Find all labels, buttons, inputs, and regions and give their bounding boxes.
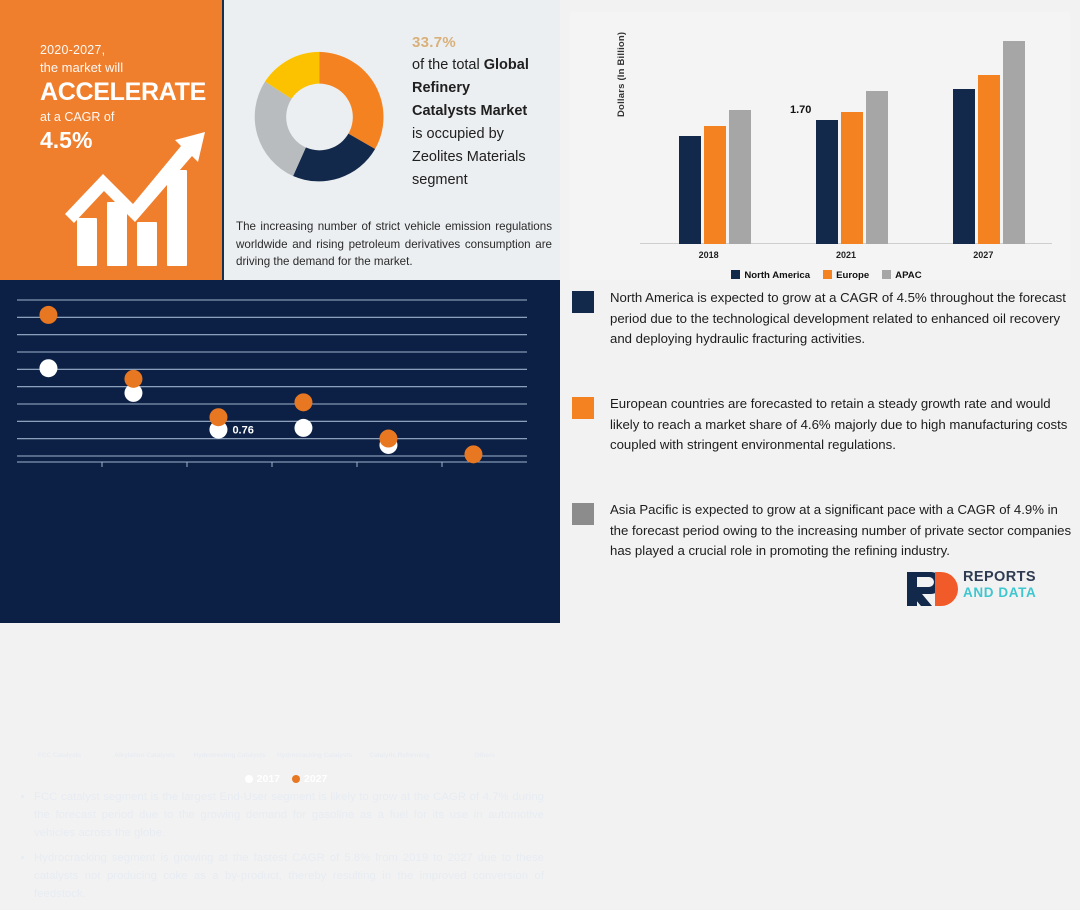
bar-x-tick-2021: 2021 (835, 250, 856, 260)
north-america-swatch (572, 291, 594, 313)
donut-panel: 33.7% of the total Global Refinery Catal… (222, 0, 562, 280)
list-item: FCC catalyst segment is the largest End-… (34, 788, 544, 842)
dot-plot-x-axis-labels: FCC Catalysts Alkylation Catalysts Hydrotr… (12, 752, 532, 768)
europe-swatch (572, 397, 594, 419)
donut-desc-line-2: is occupied by (412, 126, 504, 142)
legend-label-north-america: North America (744, 270, 811, 281)
donut-desc-line-4: segment (412, 172, 468, 188)
catalyst-type-dot-plot: 0.76 (17, 299, 527, 467)
list-item: Hydrocracking segment is growing at the … (34, 849, 544, 903)
accelerate-period: 2020-2027, (40, 43, 106, 57)
dot-2017-hydrocracking-catalysts (294, 418, 313, 437)
bar-value-label: 1.70 (790, 104, 812, 117)
legend-label-europe: Europe (836, 270, 870, 281)
bar-europe-2018 (703, 126, 726, 244)
region-note-text: Asia Pacific is expected to grow at a si… (610, 502, 1072, 558)
accelerate-text-block: 2020-2027, the market will ACCELERATE at… (40, 42, 220, 155)
accelerate-cagr-label: at a CAGR of (40, 110, 115, 124)
right-column: Dollars (In Billion) 1.70 2018 2021 2027 N… (560, 0, 1080, 623)
bar-north-america-2021 (816, 120, 838, 244)
rd-monogram-icon (907, 572, 958, 606)
legend-dot-2027 (292, 775, 300, 783)
donut-desc-line-3: Zeolites Materials (412, 149, 526, 165)
bar-europe-2021 (841, 111, 863, 244)
donut-hole (286, 83, 353, 151)
legend-swatch-europe (823, 270, 833, 279)
accelerate-headline: ACCELERATE (40, 78, 206, 106)
bar-x-tick-2027: 2027 (973, 250, 994, 260)
dot-2027-hydrotreating-catalysts (209, 408, 228, 427)
bar-apac-2018 (728, 109, 751, 244)
growth-arrow-bars-icon (65, 132, 205, 266)
donut-percent-value: 33.7% (412, 34, 457, 51)
dot-plot-bullet-list: FCC catalyst segment is the largest End-… (18, 788, 544, 910)
region-note-apac: Asia Pacific is expected to grow at a si… (572, 500, 1072, 562)
donut-caption: 33.7% of the total Global Refinery Catal… (412, 32, 552, 192)
reports-and-data-logo[interactable]: REPORTS AND DATA (905, 568, 1070, 608)
left-column: 2020-2027, the market will ACCELERATE at… (0, 0, 562, 900)
bar-apac-2021 (866, 90, 888, 244)
material-share-donut-chart (254, 51, 384, 182)
legend-swatch-apac (882, 270, 892, 279)
accelerate-panel: 2020-2027, the market will ACCELERATE at… (0, 0, 222, 280)
legend-label-2027: 2027 (304, 773, 328, 785)
dot-plot-legend: 2017 2027 (0, 773, 560, 785)
dot-plot-points (39, 305, 483, 464)
dot-plot-x-ticks (101, 462, 443, 467)
dot-2027-fcc-catalysts (39, 305, 58, 324)
dot-plot-gridlines (17, 299, 527, 457)
legend-label-apac: APAC (895, 270, 922, 281)
accelerate-subtitle: the market will (40, 60, 124, 75)
donut-slice-3 (254, 81, 320, 177)
donut-desc-bold-1: Global (483, 57, 529, 73)
infographic-root: 2020-2027, the market will ACCELERATE at… (0, 0, 1080, 623)
dot-2027-alkylation-catalysts (124, 369, 143, 388)
dot-plot-data-label: 0.76 (232, 425, 253, 437)
dot-plot-x-label-others: Others (474, 752, 495, 759)
logo-line-2: AND DATA (963, 585, 1037, 600)
region-note-text: North America is expected to grow at a C… (610, 290, 1066, 346)
bar-chart-y-axis-label: Dollars (In Billion) (616, 31, 627, 117)
accelerate-cagr-value: 4.5% (40, 127, 93, 153)
dot-2027-others (464, 445, 483, 464)
donut-desc-bold-3: Catalysts Market (412, 103, 528, 119)
region-note-text: European countries are forecasted to ret… (610, 396, 1068, 452)
donut-desc-prefix: of the total (412, 57, 484, 73)
bar-chart-legend: North America Europe APAC (570, 270, 1070, 281)
donut-desc-bold-2: Refinery (412, 80, 471, 96)
bar-north-america-2027 (953, 88, 976, 244)
legend-swatch-north-america (731, 270, 741, 279)
dot-2027-hydrocracking-catalysts (294, 393, 313, 412)
dot-plot-panel: 0.76 FCC Catalysts Alkylation Catalysts Hy… (0, 280, 560, 900)
regional-market-bar-chart: Dollars (In Billion) 1.70 2018 2021 2027 N… (570, 12, 1070, 281)
dot-2027-catalytic-reforming (379, 429, 398, 448)
donut-description: of the total Global Refinery Catalysts M… (412, 54, 552, 192)
bar-chart-plot-area: 1.70 (640, 26, 1052, 244)
apac-swatch (572, 503, 594, 525)
legend-label-2017: 2017 (256, 773, 280, 785)
donut-footnote: The increasing number of strict vehicle … (236, 220, 552, 268)
logo-line-1: REPORTS (963, 569, 1036, 585)
region-note-north-america: North America is expected to grow at a C… (572, 288, 1072, 350)
bar-x-tick-2018: 2018 (698, 250, 719, 260)
dot-2017-fcc-catalysts (39, 359, 58, 378)
bar-north-america-2018 (678, 135, 701, 244)
bar-europe-2027 (978, 74, 1001, 244)
legend-dot-2017 (244, 775, 253, 783)
dot-2017-hydrotreating-catalysts (209, 420, 228, 439)
bar-apac-2027 (1003, 40, 1026, 244)
region-note-europe: European countries are forecasted to ret… (572, 394, 1072, 456)
dot-2017-alkylation-catalysts (124, 383, 143, 402)
